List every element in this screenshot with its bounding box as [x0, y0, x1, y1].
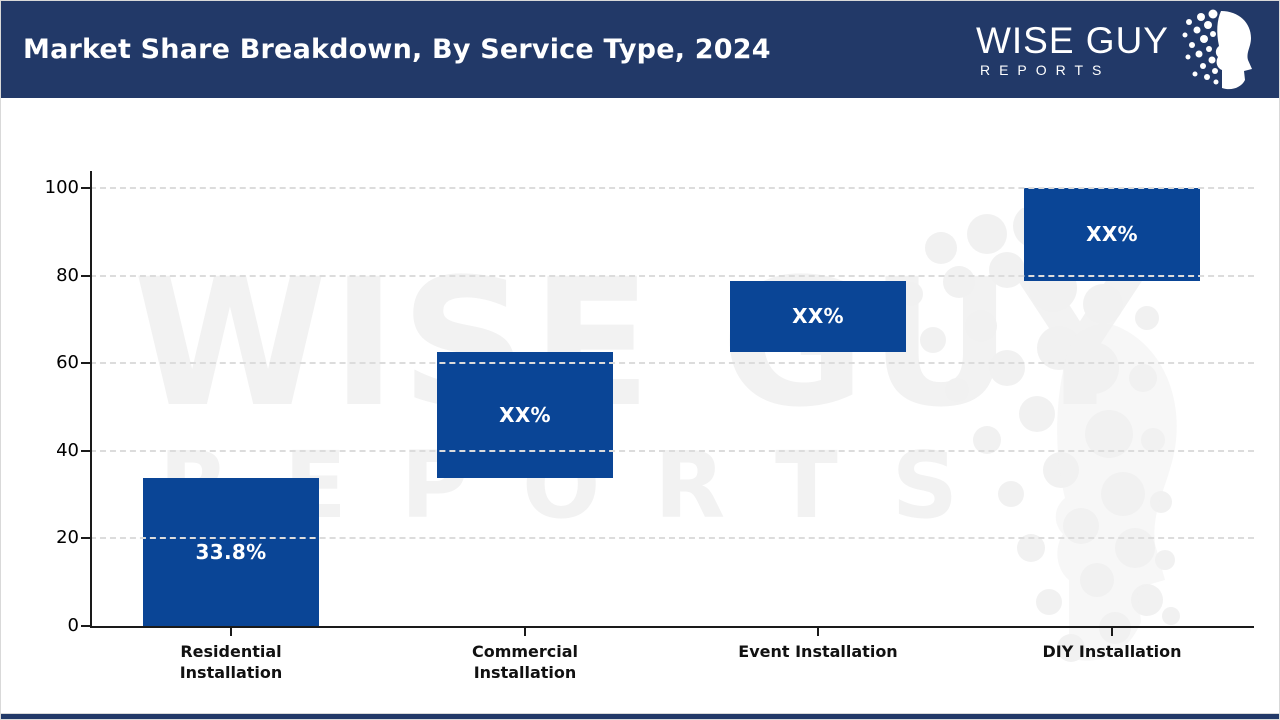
- gridline-100: [90, 187, 1254, 189]
- bar-diy-installation: XX%: [1024, 188, 1200, 281]
- ytick-label-20: 20: [56, 527, 79, 549]
- header-bar: Market Share Breakdown, By Service Type,…: [1, 1, 1279, 98]
- ytick-mark-80: [81, 274, 90, 277]
- ytick-mark-40: [81, 449, 90, 452]
- bar-value-label: XX%: [1086, 222, 1138, 247]
- xtick-label-event-installation: Event Installation: [738, 642, 898, 661]
- bar-event-installation: XX%: [730, 280, 906, 352]
- y-axis-spine: [90, 171, 92, 628]
- bar-value-label: 33.8%: [195, 539, 267, 564]
- page-title: Market Share Breakdown, By Service Type,…: [23, 34, 771, 65]
- footer-bar: [1, 714, 1279, 719]
- bar-value-label: XX%: [499, 402, 551, 427]
- ytick-mark-0: [81, 625, 90, 627]
- x-axis-spine: [90, 626, 1254, 628]
- xtick-mark-residential-installation: [230, 628, 232, 636]
- gridline-20: [90, 537, 1254, 540]
- xtick-label-residential-installation: Residential Installation: [179, 642, 283, 682]
- logo-wordmark: WISE GUY: [975, 20, 1169, 61]
- xtick-label-commercial-installation: Commercial Installation: [471, 642, 579, 682]
- gridline-80: [90, 274, 1254, 277]
- gridline-40: [90, 449, 1254, 452]
- ytick-label-40: 40: [56, 439, 79, 461]
- dotted-face-icon: [1182, 9, 1252, 89]
- ytick-mark-20: [81, 537, 90, 540]
- bar-commercial-installation: XX%: [437, 351, 613, 478]
- ytick-label-0: 0: [67, 615, 79, 636]
- plot-area: WISE GUY REPORTS 33.8% XX% XX% XX% 0 20 40 60 80…: [1, 98, 1279, 716]
- bar-value-label: XX%: [792, 304, 844, 329]
- bar-residential-installation: 33.8%: [143, 477, 319, 626]
- ytick-label-100: 100: [44, 177, 79, 198]
- ytick-mark-60: [81, 362, 90, 365]
- footer-hairline: [1, 713, 1279, 714]
- logo-subtitle: REPORTS: [979, 62, 1111, 78]
- ytick-label-60: 60: [56, 352, 79, 374]
- wise-guy-reports-logo: WISE GUY REPORTS: [976, 8, 1259, 92]
- xtick-mark-commercial-installation: [524, 628, 526, 636]
- xtick-label-diy-installation: DIY Installation: [1042, 642, 1182, 661]
- xtick-mark-diy-installation: [1111, 628, 1113, 636]
- watermark-wordmark: WISE GUY: [133, 241, 1148, 446]
- ytick-mark-100: [81, 187, 90, 189]
- logo-text: WISE GUY REPORTS: [976, 22, 1169, 77]
- gridline-60: [90, 362, 1254, 365]
- ytick-label-80: 80: [56, 264, 79, 286]
- xtick-mark-event-installation: [817, 628, 819, 636]
